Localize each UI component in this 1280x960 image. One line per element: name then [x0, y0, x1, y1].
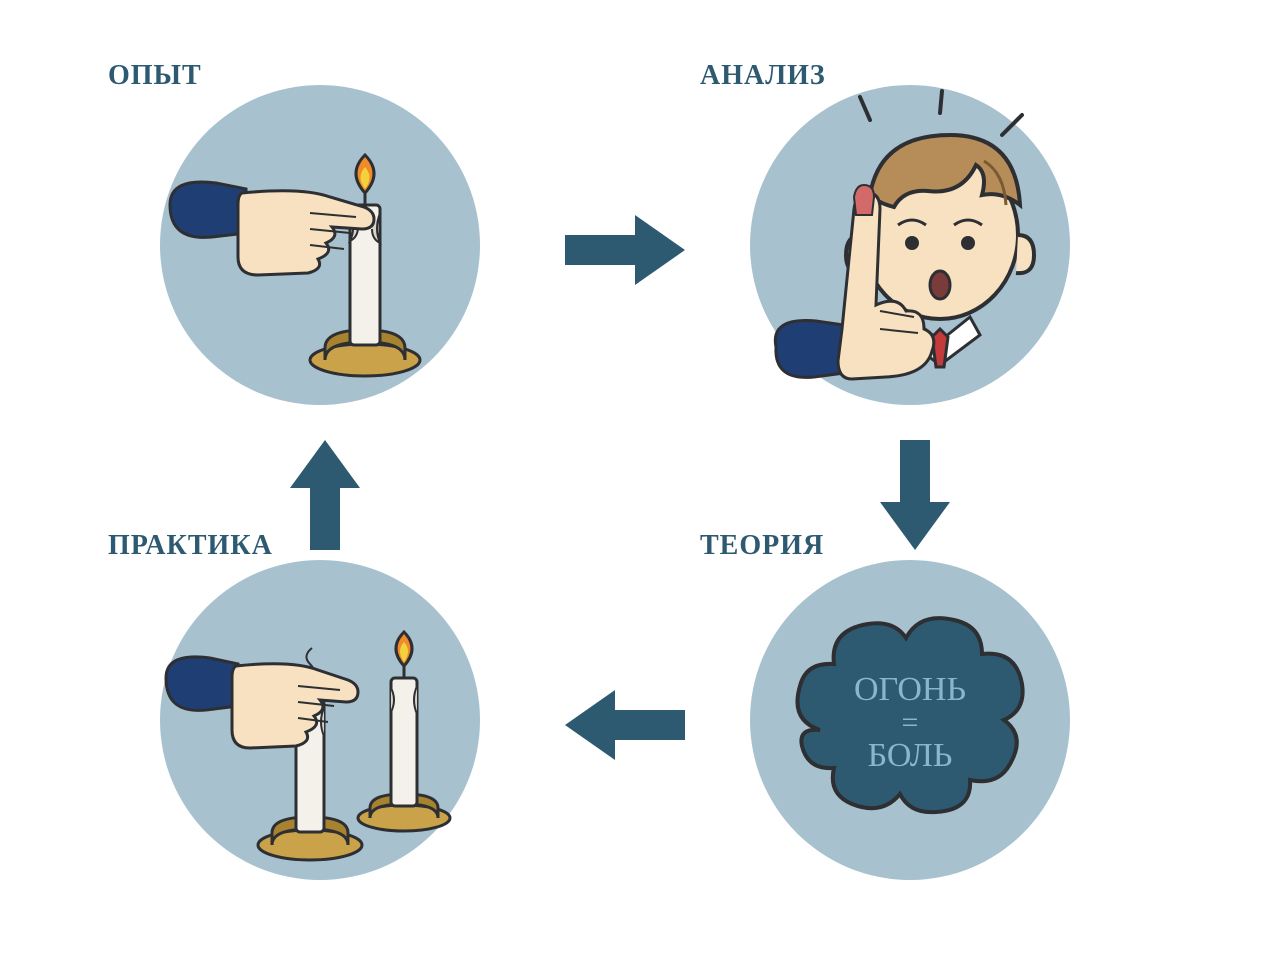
arrow-down-icon	[880, 440, 950, 550]
node-theory: ОГОНЬ = БОЛЬ	[750, 560, 1070, 880]
analysis-illustration	[750, 85, 1070, 405]
candle-lit-icon	[358, 632, 450, 831]
arrow-left-icon	[565, 690, 685, 760]
svg-text:ОГОНЬ: ОГОНЬ	[854, 671, 966, 708]
pointing-hand-icon	[170, 182, 374, 275]
learning-cycle-diagram: ОПЫТ АНАЛИЗ	[0, 0, 1280, 960]
svg-text:БОЛЬ: БОЛЬ	[868, 737, 953, 774]
arrow-right-icon	[565, 215, 685, 285]
practice-illustration	[160, 560, 480, 880]
surprise-lines-icon	[860, 91, 1022, 135]
svg-text:=: =	[902, 706, 919, 739]
arrow-up-icon	[290, 440, 360, 550]
label-practice: ПРАКТИКА	[108, 530, 273, 562]
node-experience	[160, 85, 480, 405]
pointing-hand-icon	[166, 657, 358, 748]
node-analysis	[750, 85, 1070, 405]
candle-icon	[310, 155, 420, 376]
node-practice	[160, 560, 480, 880]
label-theory: ТЕОРИЯ	[700, 530, 824, 562]
experience-illustration	[160, 85, 480, 405]
theory-illustration: ОГОНЬ = БОЛЬ	[750, 560, 1070, 880]
